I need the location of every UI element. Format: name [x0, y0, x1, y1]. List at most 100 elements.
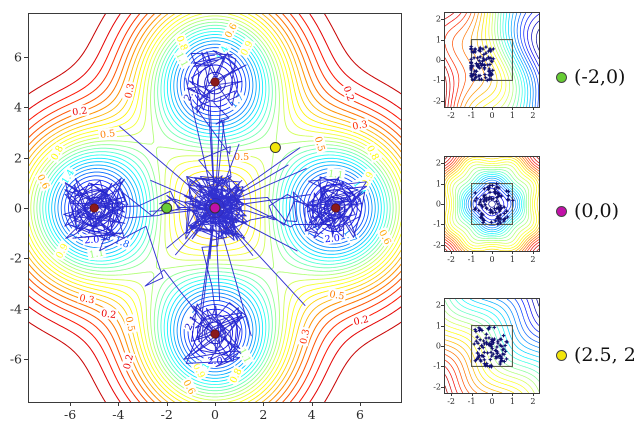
y-tick-label: -6 — [9, 351, 22, 367]
inset-axes-yellow — [444, 298, 540, 394]
inset-x-tick-label: -1 — [467, 255, 476, 264]
x-tick-label: -2 — [160, 407, 173, 422]
inset-canvas-green — [445, 13, 539, 107]
x-tick-label: -6 — [63, 407, 77, 422]
inset-x-tick-label: 1 — [509, 397, 515, 406]
inset-x-tickmark — [471, 107, 473, 110]
svg-text:1.1: 1.1 — [327, 168, 343, 181]
svg-text:0.2: 0.2 — [100, 308, 116, 321]
inset-panel-yellow: -2 -1 0 1 2 2 1 0 -1 -2 — [414, 290, 546, 416]
inset-x-tick-label: 1 — [509, 255, 515, 264]
inset-y-tick-label: 1 — [435, 35, 441, 45]
inset-canvas-yellow — [445, 299, 539, 393]
inset-y-tickmark — [441, 19, 444, 21]
y-tick-label: 2 — [14, 150, 22, 166]
svg-text:0.8: 0.8 — [174, 34, 190, 52]
inset-x-tick-label: 0 — [489, 255, 495, 264]
svg-text:0.2: 0.2 — [72, 105, 88, 118]
inset-axes-magenta — [444, 156, 540, 252]
inset-y-tick-label: -2 — [433, 96, 441, 106]
main-plot-axes: 0.2 0.3 0.5 0.2 0.3 0.5 0.2 0.3 0.5 0.2 0.5 0.3 0.2 0… — [28, 13, 402, 403]
inset-x-tickmark — [471, 251, 473, 254]
svg-text:0.5: 0.5 — [99, 128, 115, 141]
inset-x-tick-label: -1 — [467, 397, 476, 406]
legend-marker-magenta — [556, 205, 567, 217]
x-tick-label: 0 — [211, 407, 219, 422]
inset-x-tickmark — [532, 393, 534, 396]
legend-entry-magenta: (0,0) — [556, 200, 619, 222]
svg-text:2.0: 2.0 — [324, 233, 340, 246]
svg-text:0.5: 0.5 — [312, 135, 327, 153]
inset-x-tickmark — [451, 393, 453, 396]
inset-x-tickmark — [512, 393, 514, 396]
x-tickmark — [359, 402, 361, 406]
main-contour-plot: 0.2 0.3 0.5 0.2 0.3 0.5 0.2 0.3 0.5 0.2 0.5 0.3 0.2 0… — [9, 13, 402, 422]
inset-panel-green: -2 -1 0 1 2 2 1 0 -1 -2 — [414, 4, 546, 130]
inset-y-tick-label: 0 — [435, 55, 441, 65]
x-tickmark — [263, 402, 265, 406]
inset-y-tick-label: 0 — [435, 199, 441, 209]
svg-text:0.2: 0.2 — [122, 353, 136, 370]
inset-x-tick-label: 1 — [509, 111, 515, 120]
inset-y-tick-label: 0 — [435, 341, 441, 351]
y-tick-label: 6 — [14, 49, 22, 65]
y-tick-label: -2 — [9, 250, 22, 266]
y-tickmark — [24, 56, 28, 58]
inset-y-tickmark — [441, 386, 444, 388]
inset-x-tickmark — [471, 393, 473, 396]
legend-label-green: (-2,0) — [574, 66, 626, 88]
inset-x-tickmark — [532, 107, 534, 110]
legend-entry-yellow: (2.5, 2. — [556, 344, 634, 366]
y-tickmark — [24, 308, 28, 310]
svg-text:0.2: 0.2 — [353, 314, 370, 328]
inset-canvas-magenta — [445, 157, 539, 251]
inset-y-tickmark — [441, 346, 444, 347]
svg-text:1.8: 1.8 — [113, 235, 131, 251]
x-tickmark — [215, 402, 216, 406]
inset-y-tick-label: 2 — [435, 158, 441, 168]
legend-marker-yellow — [556, 349, 567, 361]
inset-y-tickmark — [441, 224, 444, 226]
inset-y-tickmark — [441, 39, 444, 41]
inset-axes-green — [444, 12, 540, 108]
x-tick-label: 4 — [307, 407, 316, 422]
inset-y-tickmark — [441, 80, 444, 82]
y-tickmark — [24, 157, 28, 159]
legend-entry-green: (-2,0) — [556, 66, 625, 88]
inset-y-tickmark — [441, 325, 444, 327]
svg-text:0.3: 0.3 — [298, 328, 312, 345]
x-tickmark — [118, 402, 120, 406]
inset-y-tickmark — [441, 183, 444, 185]
inset-y-tick-label: 1 — [435, 179, 441, 189]
inset-x-tick-label: -1 — [467, 111, 476, 120]
svg-text:0.5: 0.5 — [328, 289, 345, 302]
y-tickmark — [24, 107, 28, 109]
inset-x-tick-label: 0 — [489, 111, 495, 120]
x-tickmark — [70, 402, 72, 406]
inset-y-tickmark — [441, 204, 444, 205]
inset-x-tick-label: -2 — [447, 255, 456, 264]
svg-text:0.5: 0.5 — [234, 152, 249, 163]
legend-label-yellow: (2.5, 2. — [574, 344, 634, 366]
svg-text:0.3: 0.3 — [352, 119, 369, 132]
svg-text:2.0: 2.0 — [207, 356, 222, 367]
inset-y-tick-label: -1 — [433, 361, 441, 371]
y-tickmark — [24, 208, 28, 209]
x-tick-label: -4 — [112, 407, 125, 422]
inset-y-tick-label: -1 — [433, 75, 441, 85]
inset-y-tick-label: 1 — [435, 321, 441, 331]
inset-x-tick-label: 2 — [530, 255, 536, 264]
svg-text:1.1: 1.1 — [88, 248, 105, 261]
legend-label-magenta: (0,0) — [574, 200, 620, 222]
inset-x-tickmark — [451, 251, 453, 254]
inset-x-tickmark — [451, 107, 453, 110]
inset-x-tickmark — [512, 107, 514, 110]
inset-y-tickmark — [441, 100, 444, 102]
x-tick-label: 6 — [355, 407, 364, 422]
legend-marker-green — [556, 71, 567, 83]
y-tickmark — [24, 359, 28, 361]
inset-y-tick-label: -1 — [433, 219, 441, 229]
inset-x-tickmark — [492, 251, 493, 254]
inset-y-tick-label: -2 — [433, 382, 441, 392]
